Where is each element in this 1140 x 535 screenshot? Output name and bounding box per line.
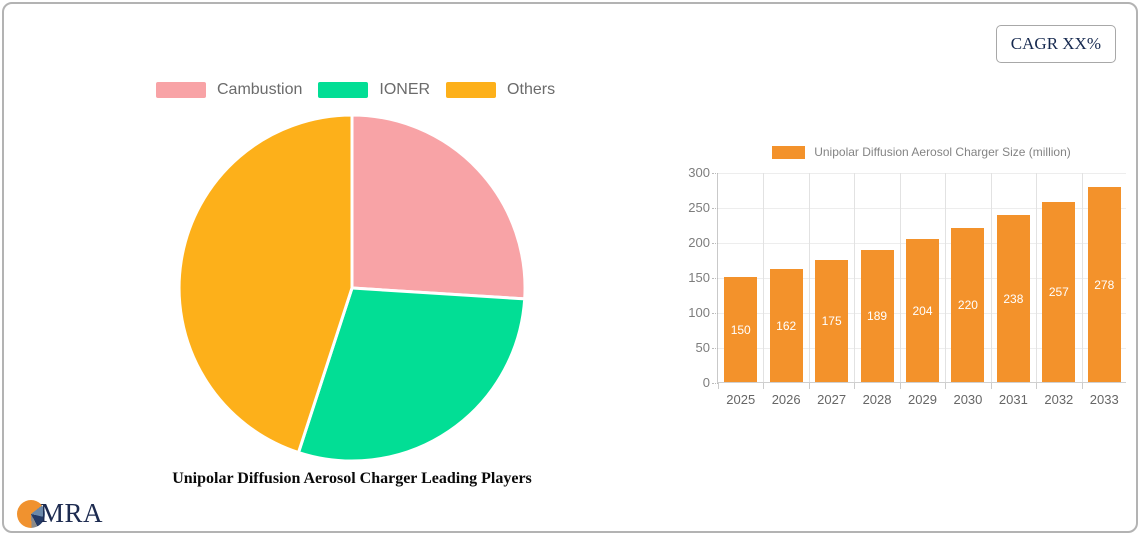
pie-legend: Cambustion IONER Others [156, 81, 571, 99]
legend-swatch-icon [446, 82, 497, 98]
y-axis-tick [712, 173, 718, 174]
bar-value-label: 162 [776, 318, 797, 333]
bar-value-label: 238 [1003, 291, 1024, 306]
y-axis-tick [712, 313, 718, 314]
v-gridline [763, 173, 765, 382]
v-gridline [990, 173, 992, 382]
bar-plot-area: 0 50 100 150 200 250 300 150 2025 162 2026 175 2027 1… [688, 166, 1126, 407]
v-gridline [899, 173, 901, 382]
x-axis-label: 2030 [953, 392, 983, 407]
x-axis-tick [990, 383, 992, 389]
x-axis-tick [763, 383, 765, 389]
bar-2028[interactable]: 189 [860, 250, 894, 382]
x-axis-tick [854, 383, 856, 389]
bar-value-label: 220 [957, 298, 978, 312]
bar-2029[interactable]: 204 [906, 239, 939, 382]
bar-value-label: 278 [1094, 277, 1115, 292]
bar-value-label: 189 [867, 309, 888, 323]
h-gridline [718, 208, 1126, 209]
y-axis-label: 250 [688, 200, 710, 215]
y-axis-label: 100 [688, 305, 710, 320]
pie-chart [176, 112, 528, 464]
x-axis-label: 2029 [908, 392, 937, 407]
v-gridline [808, 173, 810, 382]
legend-swatch-icon [156, 82, 206, 98]
legend-swatch-icon [318, 82, 369, 98]
y-axis-tick [712, 243, 718, 244]
bar-2027[interactable]: 175 [815, 260, 849, 382]
cagr-button[interactable]: CAGR XX% [995, 25, 1116, 63]
h-gridline [718, 173, 1126, 174]
bar-legend-item[interactable]: Unipolar Diffusion Aerosol Charger Size … [717, 144, 1126, 160]
x-axis-tick [1081, 383, 1083, 389]
x-axis-label: 2026 [771, 392, 801, 407]
pie-legend-item-cambustion[interactable]: Cambustion [156, 81, 302, 99]
x-axis-tick [718, 383, 719, 389]
y-axis-tick [712, 383, 718, 384]
bar-value-label: 204 [912, 303, 933, 318]
pie-legend-item-others[interactable]: Others [446, 81, 555, 99]
pie-legend-item-ioner[interactable]: IONER [318, 81, 430, 99]
bar-2033[interactable]: 278 [1087, 187, 1121, 382]
pie-slice-others[interactable] [177, 113, 354, 454]
bar-2026[interactable]: 162 [769, 269, 803, 382]
bar-2031[interactable]: 238 [996, 215, 1030, 382]
v-gridline [1036, 173, 1038, 382]
x-axis-tick [1036, 383, 1038, 389]
x-axis-label: 2032 [1044, 392, 1074, 407]
bar-chart-section: Unipolar Diffusion Aerosol Charger Size … [688, 144, 1126, 407]
logo-text: MRA [40, 498, 104, 528]
y-axis-tick [712, 208, 718, 209]
x-axis-tick [945, 383, 947, 389]
v-gridline [854, 173, 856, 382]
y-axis-label: 50 [695, 340, 710, 355]
x-axis-label: 2033 [1089, 392, 1119, 407]
pie-svg [177, 113, 527, 463]
y-axis-tick [712, 278, 718, 279]
pie-slice-ioner[interactable] [297, 286, 527, 463]
y-axis-tick [712, 348, 718, 349]
pie-chart-title: Unipolar Diffusion Aerosol Charger Leadi… [172, 470, 532, 487]
bar-value-label: 257 [1048, 285, 1069, 299]
y-axis-label: 0 [702, 375, 710, 390]
bar-value-label: 150 [730, 322, 751, 337]
legend-label: IONER [379, 81, 431, 98]
v-gridline [945, 173, 947, 382]
x-axis-tick [808, 383, 810, 389]
y-axis-label: 200 [688, 235, 710, 250]
bar-legend-label: Unipolar Diffusion Aerosol Charger Size … [814, 145, 1071, 159]
logo-pie-icon [17, 499, 45, 528]
pie-slice-cambustion[interactable] [350, 113, 527, 301]
bar-2030[interactable]: 220 [951, 228, 985, 382]
brand-logo: MRA [17, 498, 103, 529]
v-gridline [1081, 173, 1083, 382]
bar-legend-swatch-icon [772, 145, 806, 159]
x-axis-label: 2031 [998, 392, 1028, 407]
x-axis-label: 2028 [862, 392, 892, 407]
legend-label: Cambustion [217, 81, 303, 98]
x-axis-label: 2025 [726, 392, 756, 407]
legend-label: Others [507, 81, 556, 98]
x-axis-tick [899, 383, 901, 389]
bar-2032[interactable]: 257 [1042, 202, 1076, 382]
y-axis-label: 150 [688, 270, 710, 285]
bar-value-label: 175 [821, 314, 842, 328]
bar-2025[interactable]: 150 [724, 277, 758, 382]
x-axis-label: 2027 [817, 392, 847, 407]
y-axis-label: 300 [688, 165, 710, 180]
